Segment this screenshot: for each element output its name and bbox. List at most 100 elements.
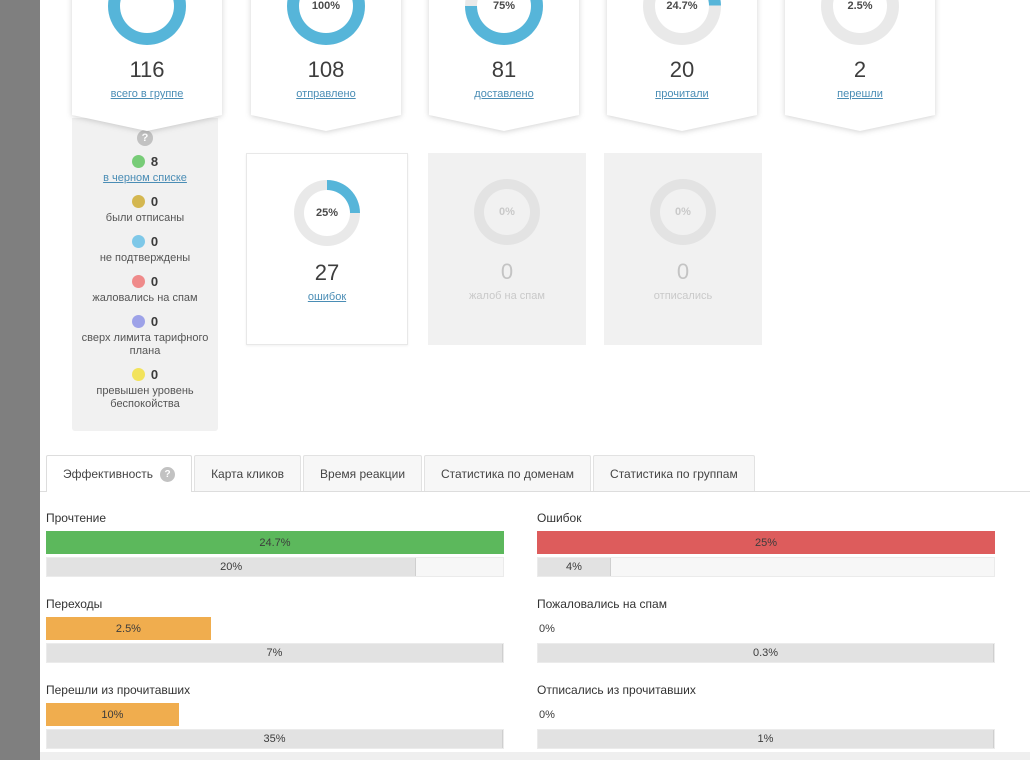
legend-value: 0 [150,367,159,382]
tab-bar: Эффективность ? Карта кликов Время реакц… [46,455,755,492]
legend-value: 8 [150,154,159,169]
card-link-unsubscribed: отписались [653,290,713,302]
stat-value-fill: 0% [537,617,555,640]
stat-avg-bar: 1% [537,729,995,749]
stat-value-fill: 0% [537,703,555,726]
legend-label-blacklist[interactable]: в черном списке [103,172,187,184]
stat-value-label: 0% [539,708,555,721]
card-value-clicked: 2 [853,57,867,82]
legend-item-spam-complaints: 0 жаловались на спам [81,274,209,305]
card-value-spam: 0 [500,259,514,284]
donut-percent: 0% [499,206,515,218]
legend-label: не подтверждены [99,252,191,264]
efficiency-stats: Прочтение 24.7% 20% Переходы 2.5% [46,511,995,760]
summary-card-sent: 100% 108 отправлено [251,0,401,131]
stat-value-fill: 25% [537,531,995,554]
stat-value-fill: 2.5% [46,617,211,640]
legend-dot-purple [131,315,145,328]
stat-avg-fill: 0.3% [538,644,994,662]
legend-value: 0 [150,274,159,289]
donut-chart-unsubscribed: 0% [650,179,716,245]
stat-value-bar: 0% [537,617,995,640]
card-value-delivered: 81 [491,57,517,82]
donut-percent: 2.5% [847,0,873,12]
stat-avg-fill: 1% [538,730,994,748]
stat-avg-label: 35% [263,733,286,745]
stat-avg-label: 1% [757,733,774,745]
legend-panel: ? 8 в черном списке 0 были отписаны 0 не… [72,118,218,431]
stat-value-label: 2.5% [115,622,141,635]
legend-label: превышен уровень беспокойства [96,385,194,410]
stat-value-bar: 0% [537,703,995,726]
legend-value: 0 [150,314,159,329]
card-link-total[interactable]: всего в группе [110,88,184,100]
help-icon[interactable]: ? [137,130,153,146]
stat-avg-bar: 0.3% [537,643,995,663]
card-link-read[interactable]: прочитали [655,88,709,100]
card-value-unsubscribed: 0 [676,259,690,284]
donut-chart-spam: 0% [474,179,540,245]
help-icon[interactable]: ? [160,466,176,482]
detail-card-unsubscribed: 0% 0 отписались [604,153,762,345]
stat-title: Переходы [46,597,103,611]
card-value-read: 20 [669,57,695,82]
stat-title: Пожаловались на спам [537,597,667,611]
card-value-sent: 108 [307,57,345,82]
card-link-spam: жалоб на спам [469,290,545,302]
donut-percent: 0% [675,206,691,218]
stat-value-bar: 24.7% [46,531,504,554]
card-link-errors[interactable]: ошибок [307,291,347,303]
legend-label: жаловались на спам [92,292,198,304]
donut-percent: 75% [492,0,516,12]
donut-percent: 24.7% [666,0,698,12]
stats-column-right: Ошибок 25% 4% Пожаловались на спам 0% [537,511,995,760]
next-section-strip [40,752,1030,760]
card-link-clicked[interactable]: перешли [837,88,883,100]
summary-card-clicked: 2.5% 2 перешли [785,0,935,131]
detail-card-errors: 25% 27 ошибок [246,153,408,345]
donut-chart-delivered: 75% [465,0,543,45]
stat-avg-fill: 4% [538,558,611,576]
stat-avg-fill: 7% [47,644,503,662]
donut-chart-errors: 25% [294,180,360,246]
legend-dot-green [131,155,145,168]
stat-value-label: 25% [754,536,778,549]
card-link-delivered[interactable]: доставлено [474,88,534,100]
donut-percent [108,0,186,45]
stat-avg-bar: 7% [46,643,504,663]
stat-value-bar: 25% [537,531,995,554]
tab-effectiveness[interactable]: Эффективность ? [46,455,193,492]
stat-avg-bar: 20% [46,557,504,577]
card-link-sent[interactable]: отправлено [296,88,356,100]
stat-avg-fill: 20% [47,558,417,576]
stat-title: Отписались из прочитавших [537,683,696,697]
donut-percent: 25% [315,207,339,219]
legend-label: сверх лимита тарифного плана [81,332,209,357]
stat-value-label: 10% [101,708,124,721]
summary-card-total: 116 всего в группе [72,0,222,131]
stats-column-left: Прочтение 24.7% 20% Переходы 2.5% [46,511,504,760]
summary-card-delivered: 75% 81 доставлено [429,0,579,131]
tab-reaction-time[interactable]: Время реакции [303,455,423,491]
legend-item-anxiety-level: 0 превышен уровень беспокойства [81,367,209,411]
legend-dot-red [131,275,145,288]
tab-domain-stats[interactable]: Статистика по доменам [424,455,592,491]
tab-group-stats[interactable]: Статистика по группам [593,455,755,491]
legend-value: 0 [150,234,159,249]
tab-click-map[interactable]: Карта кликов [194,455,302,491]
legend-dot-yellow [131,368,145,381]
stat-value-fill: 10% [46,703,179,726]
stat-value-bar: 2.5% [46,617,504,640]
stat-value-label: 24.7% [259,536,291,549]
stat-avg-label: 7% [266,647,283,659]
legend-dot-blue [131,235,145,248]
stat-block-reading: Прочтение 24.7% 20% [46,511,504,577]
tab-label: Время реакции [320,466,406,481]
stat-avg-label: 0.3% [752,647,779,659]
donut-chart-read: 24.7% [643,0,721,45]
legend-item-unconfirmed: 0 не подтверждены [81,234,209,265]
legend-item-unsubscribed: 0 были отписаны [81,194,209,225]
stat-block-spam-complaints: Пожаловались на спам 0% 0.3% [537,597,995,663]
tab-label: Карта кликов [211,466,285,481]
